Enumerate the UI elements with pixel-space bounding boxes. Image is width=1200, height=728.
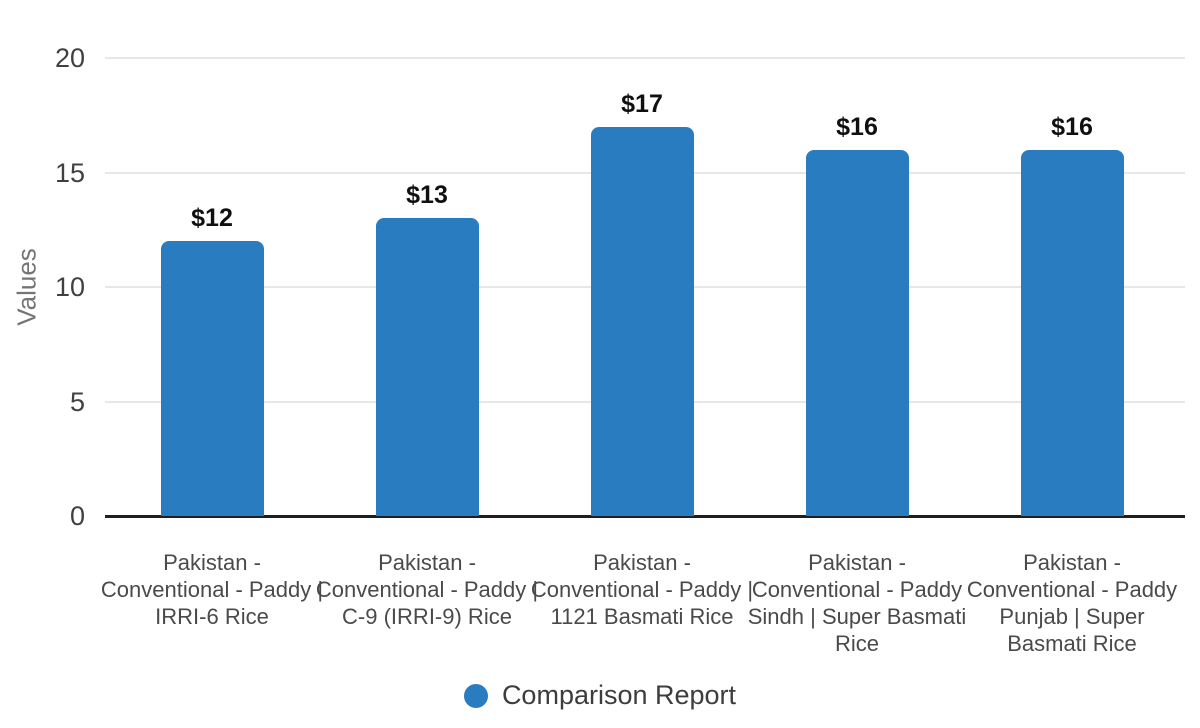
x-axis-category-line: Sindh | Super Basmati xyxy=(747,604,967,629)
legend-marker-icon xyxy=(463,683,488,708)
bar[interactable] xyxy=(590,126,694,516)
bar-value-label: $13 xyxy=(406,181,448,210)
x-axis-category-line: Conventional - Paddy | xyxy=(315,577,539,602)
bar-value-label: $17 xyxy=(621,89,663,118)
x-axis-category-line: Pakistan - xyxy=(808,550,906,575)
bar-value-label: $12 xyxy=(191,204,233,233)
x-axis-category-line: Pakistan - xyxy=(378,550,476,575)
x-axis-category-line: Pakistan - xyxy=(1023,550,1121,575)
x-axis-category-label: Pakistan - Conventional - Paddy Punjab | S… xyxy=(957,549,1187,657)
bar[interactable] xyxy=(1020,149,1124,516)
bar[interactable] xyxy=(375,218,479,516)
y-axis-tick-label: 5 xyxy=(69,386,85,417)
x-axis-category-line: Punjab | Super xyxy=(999,604,1145,629)
bar[interactable] xyxy=(160,241,264,516)
y-axis-tick-label: 15 xyxy=(54,157,85,188)
x-axis-category-label: Pakistan - Conventional - Paddy | 1121 Bas… xyxy=(527,549,757,630)
x-axis-category-line: Basmati Rice xyxy=(1007,631,1137,656)
bar[interactable] xyxy=(805,149,909,516)
x-axis-category-line: Pakistan - xyxy=(163,550,261,575)
x-axis-category-label: Pakistan - Conventional - Paddy | C-9 (IRR… xyxy=(312,549,542,630)
x-axis-category-line: C-9 (IRRI-9) Rice xyxy=(342,604,512,629)
x-axis-category-line: IRRI-6 Rice xyxy=(155,604,269,629)
x-axis-category-line: Pakistan - xyxy=(593,550,691,575)
x-axis-category-line: Conventional - Paddy | xyxy=(100,577,324,602)
x-axis-category-label: Pakistan - Conventional - Paddy | IRRI-6 R… xyxy=(97,549,327,630)
bar-value-label: $16 xyxy=(1051,112,1093,141)
y-axis-tick-label: 10 xyxy=(54,272,85,302)
x-axis-category-line: Conventional - Paddy xyxy=(966,577,1178,602)
x-axis-category-label: Pakistan - Conventional - Paddy Sindh | Su… xyxy=(742,549,972,657)
gridline xyxy=(105,57,1185,59)
x-axis-line xyxy=(105,515,1185,518)
x-axis-category-line: 1121 Basmati Rice xyxy=(550,604,734,629)
x-axis-category-line: Conventional - Paddy | xyxy=(530,577,754,602)
bar-value-label: $16 xyxy=(836,112,878,141)
y-axis-tick-label: 0 xyxy=(69,501,85,531)
x-axis-category-line: Conventional - Paddy xyxy=(751,577,963,602)
y-axis-tick-label: 20 xyxy=(54,43,85,73)
x-axis-category-line: Rice xyxy=(834,631,879,656)
legend-label: Comparison Report xyxy=(501,680,737,710)
legend[interactable]: Comparison Report xyxy=(0,680,1200,711)
